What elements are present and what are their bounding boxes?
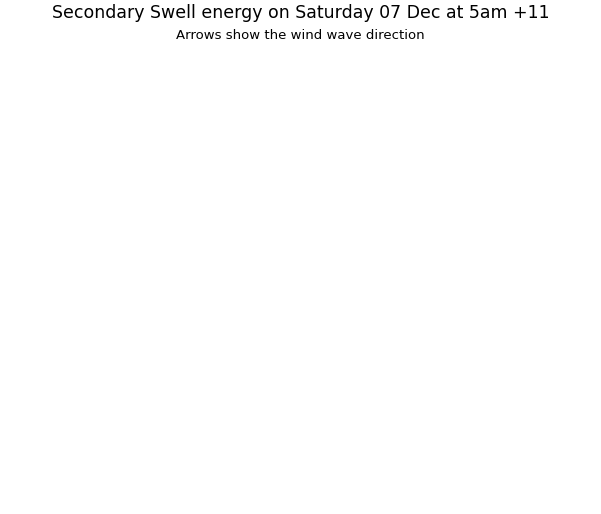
Text: Secondary Swell energy on Saturday 07 Dec at 5am +11: Secondary Swell energy on Saturday 07 De… bbox=[52, 4, 549, 22]
Text: Arrows show the wind wave direction: Arrows show the wind wave direction bbox=[176, 29, 425, 42]
